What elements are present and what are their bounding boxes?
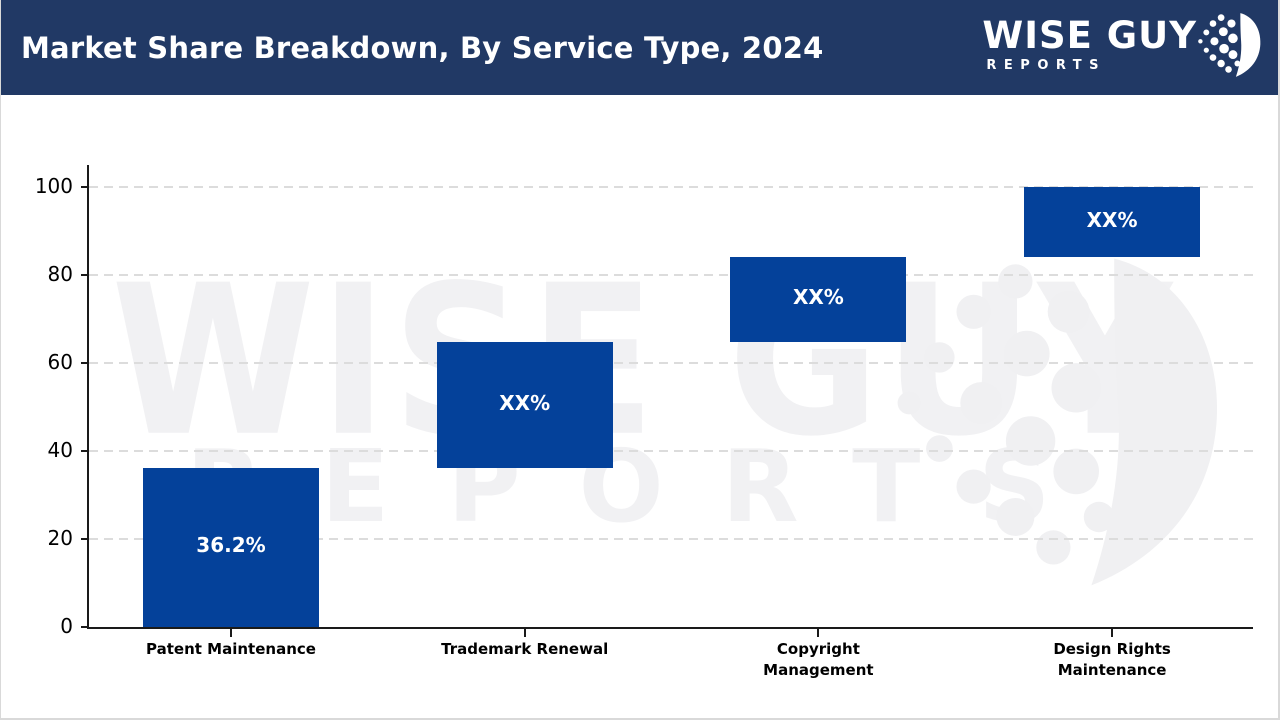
- gridline-60: [89, 362, 1253, 364]
- y-tick-mark: [81, 450, 89, 452]
- x-tick-mark: [1111, 629, 1114, 637]
- y-tick-mark: [81, 274, 89, 276]
- logo-wordmark-main: WISE GUY: [982, 14, 1197, 57]
- y-axis-line: [87, 165, 89, 629]
- y-tick-label: 80: [47, 262, 73, 286]
- bar-segment: XX%: [730, 256, 907, 342]
- y-tick-label: 20: [47, 526, 73, 550]
- bar-segment: XX%: [1024, 187, 1201, 257]
- y-tick-label: 0: [60, 614, 73, 638]
- x-tick-mark: [230, 629, 232, 637]
- watermark-wordmark: WISE GUY: [111, 240, 1176, 482]
- bar-value-label: XX%: [1086, 207, 1138, 232]
- gridline-80: [89, 274, 1253, 276]
- wise-guy-logo: WISE GUY REPORTS: [982, 6, 1267, 84]
- watermark-wordmark-sub: REPORTS: [186, 428, 1109, 545]
- x-category-label: Trademark Renewal: [441, 640, 609, 658]
- y-tick-mark: [81, 362, 89, 364]
- header: Market Share Breakdown, By Service Type,…: [1, 0, 1278, 95]
- x-category-label: Design Rights Maintenance: [1053, 640, 1171, 679]
- logo-wordmark: WISE GUY REPORTS: [982, 17, 1197, 73]
- gridline-40: [89, 450, 1253, 452]
- logo-face-icon: [1198, 13, 1261, 77]
- bar-segment: 36.2%: [143, 467, 319, 627]
- watermark-face-icon: [897, 258, 1218, 586]
- x-axis-line: [87, 627, 1253, 629]
- y-tick-mark: [81, 538, 89, 540]
- y-tick-label: 40: [47, 438, 73, 462]
- y-tick-label: 60: [47, 350, 73, 374]
- x-tick-mark: [817, 629, 820, 637]
- bar-segment: XX%: [436, 341, 613, 468]
- bar-value-label: 36.2%: [196, 533, 266, 558]
- y-tick-mark: [81, 626, 89, 628]
- x-category-label: Copyright Management: [763, 640, 874, 679]
- gridline-100: [89, 186, 1253, 188]
- y-tick-mark: [81, 186, 89, 188]
- gridline-20: [89, 538, 1253, 540]
- bar-value-label: XX%: [792, 285, 844, 310]
- bar-value-label: XX%: [499, 390, 551, 415]
- page-title: Market Share Breakdown, By Service Type,…: [21, 30, 824, 65]
- x-category-label: Patent Maintenance: [146, 640, 316, 658]
- logo-wordmark-sub: REPORTS: [986, 58, 1107, 73]
- x-tick-mark: [523, 629, 526, 637]
- y-tick-label: 100: [34, 174, 73, 198]
